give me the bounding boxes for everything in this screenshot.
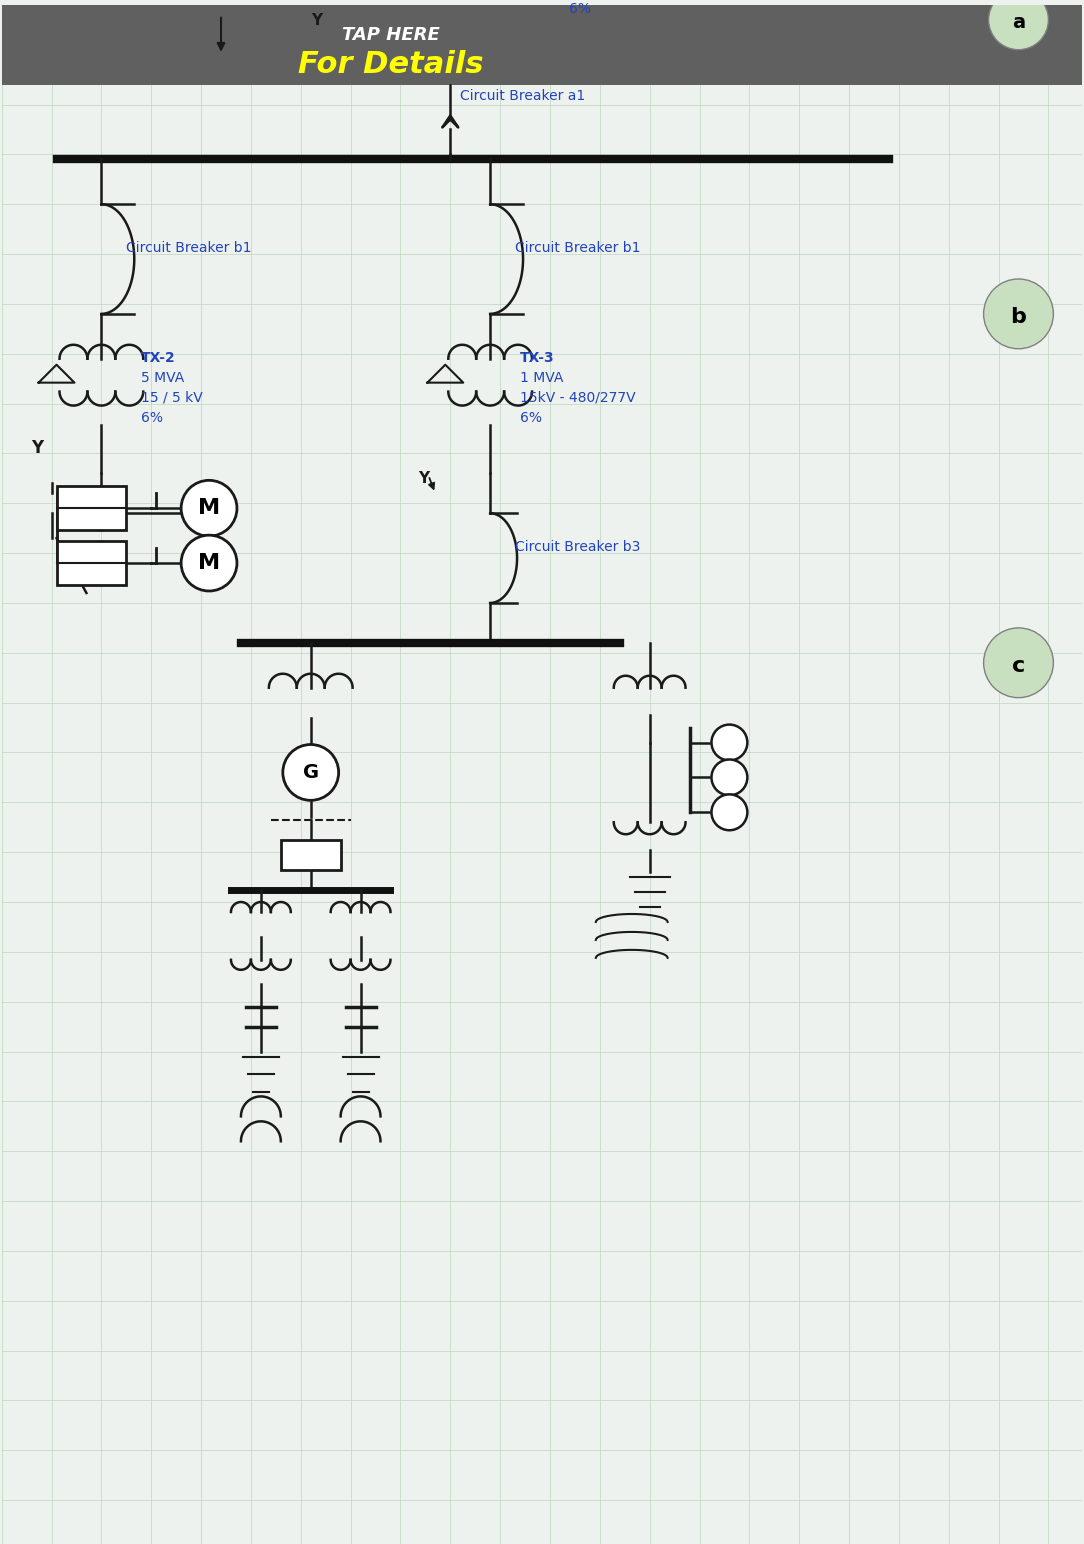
Text: TAP HERE: TAP HERE [341,26,439,43]
Circle shape [711,760,747,795]
Text: M: M [198,553,220,573]
Text: b: b [1010,307,1027,327]
Text: M: M [198,499,220,519]
Circle shape [983,279,1054,349]
Text: 5 MVA: 5 MVA [141,371,184,384]
Text: G: G [302,763,319,781]
Text: 1 MVA: 1 MVA [520,371,564,384]
Bar [56,540,127,585]
Bar [2,5,1082,85]
Text: For Details: For Details [298,49,483,79]
Text: 6%: 6% [141,411,164,425]
Text: Circuit Breaker b1: Circuit Breaker b1 [127,241,251,255]
Circle shape [181,480,237,536]
Bar [56,486,127,530]
Bar [281,840,340,871]
Text: 15 / 5 kV: 15 / 5 kV [141,391,203,405]
Text: TX-3: TX-3 [520,350,555,364]
Text: Y: Y [311,12,322,28]
Circle shape [989,0,1048,49]
Text: Circuit Breaker a1: Circuit Breaker a1 [461,88,585,102]
Circle shape [181,536,237,591]
Text: Y: Y [31,440,43,457]
Text: TX-2: TX-2 [141,350,176,364]
Circle shape [983,628,1054,698]
Circle shape [711,794,747,831]
Text: a: a [1012,14,1025,32]
Circle shape [711,724,747,761]
Text: Circuit Breaker b1: Circuit Breaker b1 [515,241,641,255]
Text: Y: Y [418,471,429,486]
Text: Circuit Breaker b3: Circuit Breaker b3 [515,540,641,554]
Text: 6%: 6% [569,2,591,15]
Circle shape [283,744,338,800]
Text: c: c [1011,656,1025,676]
Text: 6%: 6% [520,411,542,425]
Text: 15kV - 480/277V: 15kV - 480/277V [520,391,635,405]
